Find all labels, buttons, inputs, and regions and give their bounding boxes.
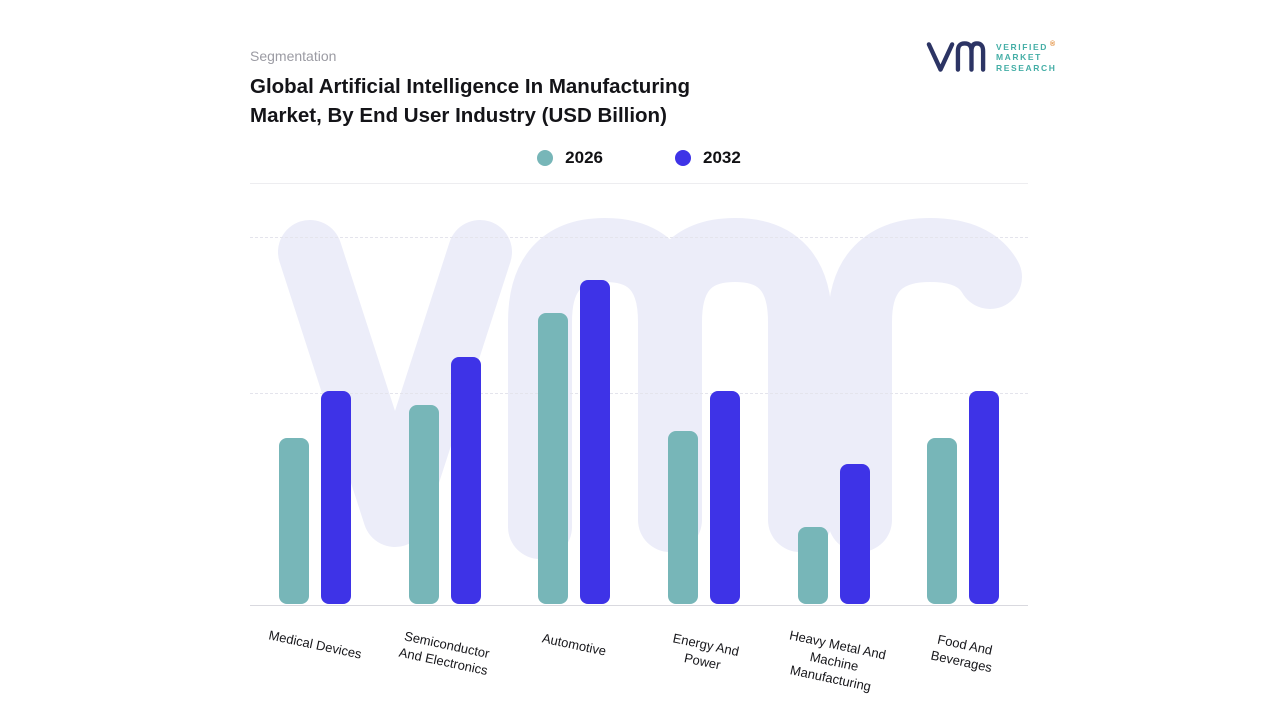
category-label-semiconductor-and-electronics: Semiconductor And Electronics	[397, 628, 491, 678]
vmr-logo-mark-icon	[926, 41, 986, 72]
legend-marker-2032	[675, 150, 691, 166]
chart-title: Global Artificial Intelligence In Manufa…	[250, 72, 690, 130]
bar-2026-semiconductor-and-electronics	[409, 405, 439, 604]
bar-2026-energy-and-power	[668, 431, 698, 604]
bar-2032-automotive	[580, 280, 610, 604]
vmr-watermark-icon	[278, 218, 1022, 559]
header-divider	[250, 183, 1028, 184]
registered-mark: ®	[1050, 41, 1057, 48]
bar-2032-medical-devices	[321, 391, 351, 604]
legend-label-2032: 2032	[703, 148, 741, 167]
legend-item-2026[interactable]: 2026	[537, 148, 603, 168]
chart-legend: 2026 2032	[250, 148, 1028, 168]
bar-2032-energy-and-power	[710, 391, 740, 604]
category-label-medical-devices: Medical Devices	[267, 627, 364, 662]
vmr-logo: VERIFIED ® MARKET RESEARCH	[926, 36, 1057, 76]
chart-title-line-1: Global Artificial Intelligence In Manufa…	[250, 75, 691, 98]
chart-title-line-2: Market, By End User Industry (USD Billio…	[250, 104, 667, 128]
legend-marker-2026	[537, 150, 554, 166]
logo-word-market: MARKET	[996, 52, 1042, 63]
bar-2032-food-and-beverages	[969, 391, 999, 604]
bar-2026-medical-devices	[279, 438, 309, 604]
bar-2026-automotive	[538, 313, 568, 604]
category-label-energy-and-power: Energy And Power	[671, 630, 741, 673]
gridline-top	[250, 237, 1028, 238]
category-label-food-and-beverages: Food And Beverages	[929, 631, 994, 676]
x-axis-baseline	[250, 605, 1028, 606]
category-label-automotive: Automotive	[540, 630, 608, 659]
bar-chart: Medical Devices Semiconductor And Electron…	[250, 218, 1028, 694]
logo-word-research: RESEARCH	[996, 62, 1057, 73]
bar-2026-food-and-beverages	[927, 438, 957, 604]
bar-2032-semiconductor-and-electronics	[451, 357, 481, 604]
category-label-heavy-metal-and-machine-manufacturing: Heavy Metal And Machine Manufacturing	[788, 627, 888, 694]
bar-2026-heavy-metal-and-machine-manufacturing	[798, 527, 828, 604]
logo-word-verified: VERIFIED	[996, 41, 1049, 52]
section-eyebrow: Segmentation	[250, 48, 337, 64]
vmr-logo-text: VERIFIED ® MARKET RESEARCH	[996, 40, 1057, 73]
legend-item-2032[interactable]: 2032	[675, 148, 741, 168]
bar-2032-heavy-metal-and-machine-manufacturing	[840, 464, 870, 604]
gridline-middle	[250, 393, 1028, 394]
legend-label-2026: 2026	[565, 148, 603, 167]
